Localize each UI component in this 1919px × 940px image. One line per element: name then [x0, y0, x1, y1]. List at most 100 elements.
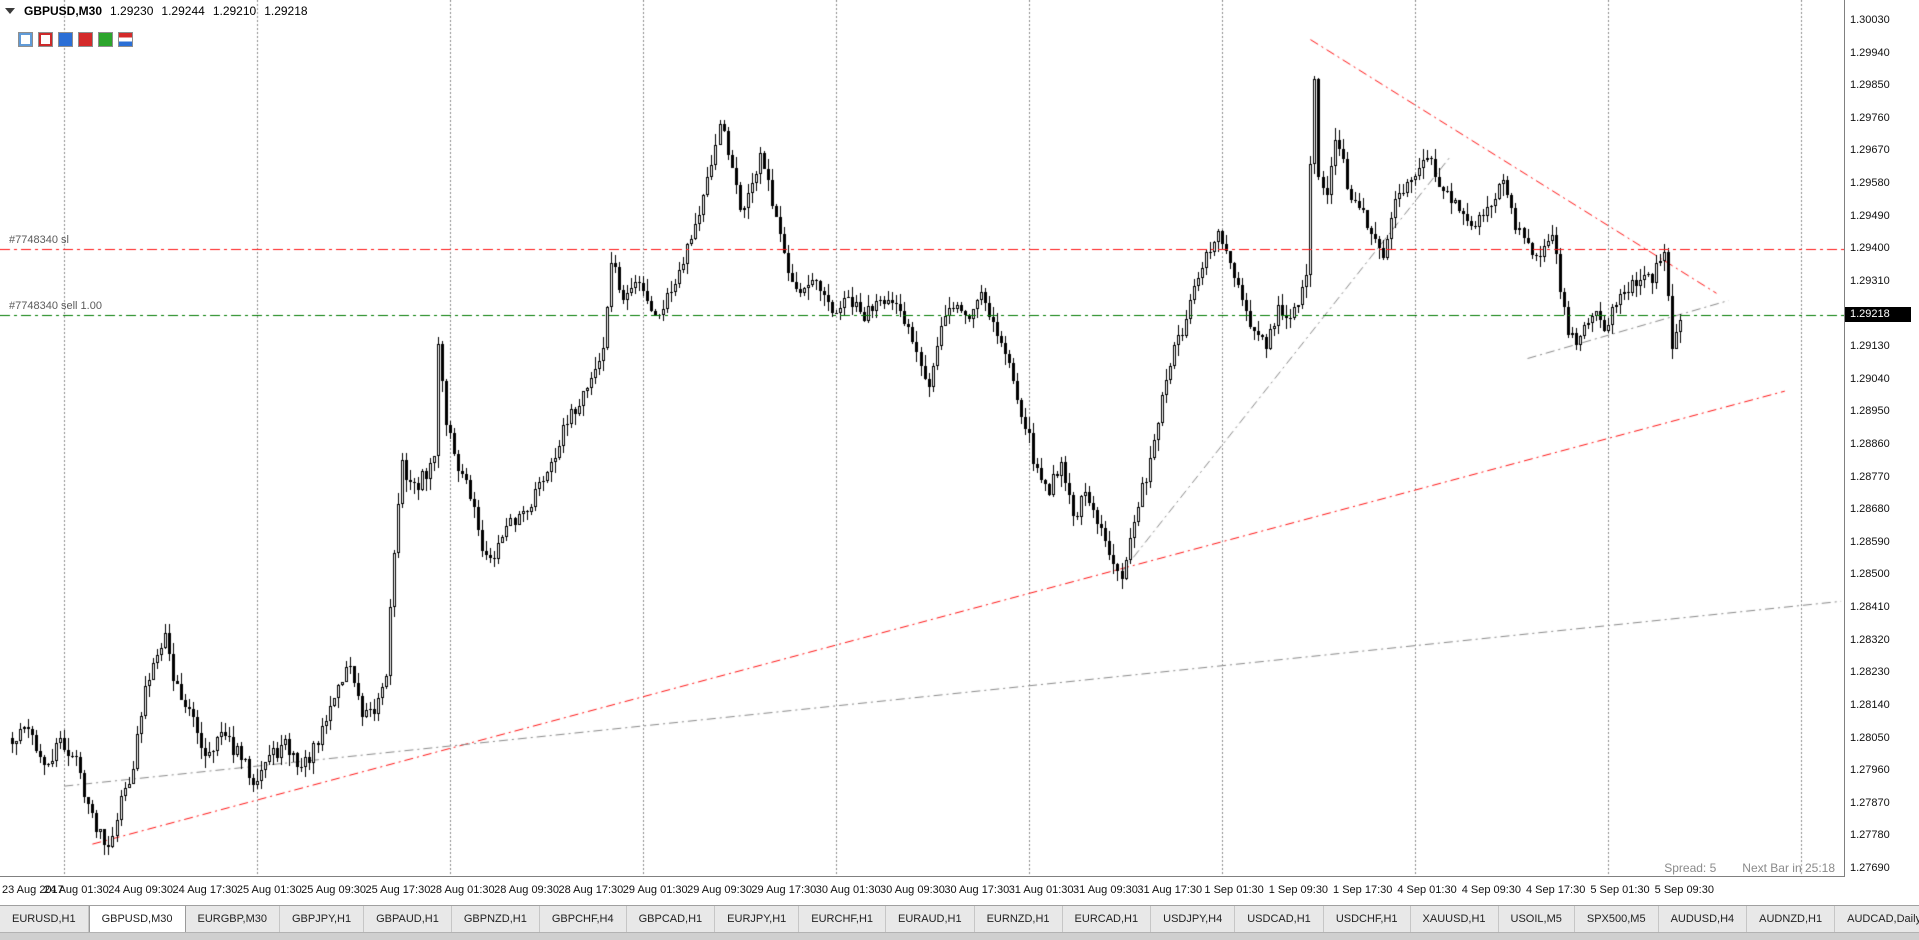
symbol-tab-xauusd[interactable]: XAUUSD,H1 [1411, 906, 1499, 932]
swatch-green[interactable] [98, 32, 113, 47]
chart-canvas[interactable] [0, 0, 1844, 876]
spread-value: Spread: 5 [1664, 861, 1717, 875]
price-axis-label: 1.27870 [1850, 797, 1890, 809]
time-axis-label: 30 Aug 01:30 [815, 884, 881, 896]
symbol-tab-eurnzd[interactable]: EURNZD,H1 [975, 906, 1063, 932]
swatch-blue-outline[interactable] [18, 32, 33, 47]
chart-plot-area: GBPUSD,M30 1.29230 1.29244 1.29210 1.292… [0, 0, 1845, 877]
price-axis-label: 1.28770 [1850, 471, 1890, 483]
time-axis-label: 4 Sep 09:30 [1461, 884, 1522, 896]
symbol-tab-gbpnzd[interactable]: GBPNZD,H1 [452, 906, 540, 932]
time-axis-label: 23 Aug 2017 [2, 884, 64, 896]
time-axis-label: 5 Sep 09:30 [1654, 884, 1714, 896]
time-axis-label: 25 Aug 01:30 [236, 884, 302, 896]
symbol-tab-gbpaud[interactable]: GBPAUD,H1 [364, 906, 452, 932]
time-axis-label: 1 Sep 09:30 [1268, 884, 1329, 896]
symbol-tab-usdchf[interactable]: USDCHF,H1 [1324, 906, 1411, 932]
symbol-tab-eurjpy[interactable]: EURJPY,H1 [715, 906, 800, 932]
price-axis-label: 1.29130 [1850, 340, 1890, 352]
order-stoploss-label: #7748340 sl [9, 234, 69, 247]
price-axis-label: 1.28500 [1850, 568, 1890, 580]
ohlc-low: 1.29210 [212, 4, 257, 18]
symbol-tab-audnzd[interactable]: AUDNZD,H1 [1747, 906, 1836, 932]
price-axis-label: 1.27690 [1850, 862, 1890, 874]
price-axis-label: 1.28050 [1850, 732, 1890, 744]
time-axis-label: 31 Aug 17:30 [1137, 884, 1203, 896]
price-axis-label: 1.29670 [1850, 144, 1890, 156]
time-axis-label: 31 Aug 09:30 [1073, 884, 1138, 896]
time-axis-label: 4 Sep 01:30 [1397, 884, 1457, 896]
symbol-tab-eurgbp[interactable]: EURGBP,M30 [186, 906, 280, 932]
time-axis-label: 24 Aug 09:30 [108, 884, 174, 896]
time-axis-label: 24 Aug 17:30 [172, 884, 238, 896]
price-axis-label: 1.29310 [1850, 275, 1890, 287]
symbol-tab-audcad[interactable]: AUDCAD,Daily [1835, 906, 1919, 932]
symbol-tab-spx500[interactable]: SPX500,M5 [1575, 906, 1659, 932]
collapse-arrow-icon[interactable] [5, 8, 15, 14]
ohlc-high: 1.29244 [161, 4, 205, 18]
time-axis-label: 5 Sep 01:30 [1590, 884, 1650, 896]
time-axis-label: 25 Aug 09:30 [301, 884, 367, 896]
price-axis-label: 1.29040 [1850, 373, 1890, 385]
time-axis-label: 31 Aug 01:30 [1008, 884, 1074, 896]
time-axis-label: 30 Aug 17:30 [944, 884, 1010, 896]
symbol-tab-usoil[interactable]: USOIL,M5 [1499, 906, 1575, 932]
symbol-tab-eurusd[interactable]: EURUSD,H1 [0, 906, 89, 932]
price-axis-label: 1.28410 [1850, 601, 1890, 613]
price-axis-label: 1.28230 [1850, 666, 1890, 678]
time-axis-label: 1 Sep 17:30 [1333, 884, 1393, 896]
price-axis-label: 1.28320 [1850, 634, 1890, 646]
price-axis-label: 1.29760 [1850, 112, 1890, 124]
order-sell-label: #7748340 sell 1.00 [9, 300, 102, 313]
price-axis-label: 1.28860 [1850, 438, 1890, 450]
symbol-tab-usdjpy[interactable]: USDJPY,H4 [1151, 906, 1236, 932]
ohlc-open: 1.29230 [110, 4, 154, 18]
symbol-tab-gbpusd[interactable]: GBPUSD,M30 [88, 906, 186, 932]
time-axis-label: 28 Aug 17:30 [558, 884, 624, 896]
time-axis[interactable]: 23 Aug 2017 24 Aug 01:30 24 Aug 09:30 24 Au… [0, 877, 1919, 905]
symbol-tab-gbpjpy[interactable]: GBPJPY,H1 [280, 906, 365, 932]
swatch-red[interactable] [78, 32, 93, 47]
time-axis-label: 4 Sep 17:30 [1526, 884, 1586, 896]
spread-countdown-indicator: Spread: 5 Next Bar in 25:18 [1664, 861, 1835, 875]
price-axis-label: 1.27780 [1850, 829, 1890, 841]
symbol-tab-gbpcad[interactable]: GBPCAD,H1 [627, 906, 716, 932]
time-axis-label: 28 Aug 01:30 [429, 884, 495, 896]
chart-header: GBPUSD,M30 1.29230 1.29244 1.29210 1.292… [5, 4, 308, 18]
price-axis-label: 1.29850 [1850, 79, 1890, 91]
swatch-blue[interactable] [58, 32, 73, 47]
swatch-red-outline[interactable] [38, 32, 53, 47]
price-axis-label: 1.28680 [1850, 503, 1890, 515]
time-axis-label: 28 Aug 09:30 [494, 884, 559, 896]
price-axis-label: 1.28140 [1850, 699, 1890, 711]
current-price-tag: 1.29218 [1845, 307, 1911, 322]
price-axis-label: 1.27960 [1850, 764, 1890, 776]
price-axis-label: 1.28590 [1850, 536, 1890, 548]
ohlc-close: 1.29218 [264, 4, 308, 18]
chart-symbol-period: GBPUSD,M30 [24, 4, 103, 18]
price-axis-label: 1.30030 [1850, 14, 1890, 26]
time-axis-label: 1 Sep 01:30 [1204, 884, 1264, 896]
price-axis-label: 1.29400 [1850, 242, 1890, 254]
symbol-tab-euraud[interactable]: EURAUD,H1 [886, 906, 975, 932]
tab-bar-scrollbar[interactable] [0, 932, 1919, 940]
price-axis-label: 1.29940 [1850, 47, 1890, 59]
symbol-tab-usdcad[interactable]: USDCAD,H1 [1235, 906, 1324, 932]
price-axis-label: 1.29490 [1850, 210, 1890, 222]
object-color-toolbar [18, 32, 133, 47]
price-axis-label: 1.29580 [1850, 177, 1890, 189]
time-axis-label: 24 Aug 01:30 [43, 884, 109, 896]
time-axis-label: 29 Aug 09:30 [687, 884, 752, 896]
time-axis-label: 30 Aug 09:30 [880, 884, 945, 896]
symbol-tab-eurcad[interactable]: EURCAD,H1 [1063, 906, 1152, 932]
price-axis[interactable]: 1.29218 1.30030 1.29940 1.29850 1.29760 1.29… [1845, 0, 1919, 877]
time-axis-label: 29 Aug 01:30 [622, 884, 688, 896]
time-axis-label: 25 Aug 17:30 [365, 884, 431, 896]
price-axis-label: 1.28950 [1850, 405, 1890, 417]
swatch-flag[interactable] [118, 32, 133, 47]
symbol-tab-gbpchf[interactable]: GBPCHF,H4 [540, 906, 627, 932]
time-axis-label: 29 Aug 17:30 [751, 884, 817, 896]
symbol-tab-eurchf[interactable]: EURCHF,H1 [799, 906, 887, 932]
symbol-tab-audusd[interactable]: AUDUSD,H4 [1659, 906, 1748, 932]
